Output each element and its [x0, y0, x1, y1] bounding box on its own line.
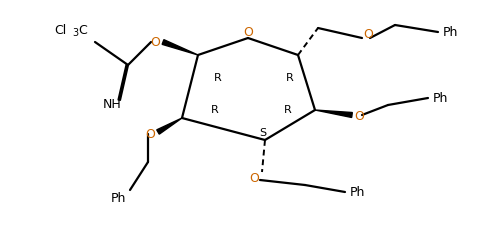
- Text: O: O: [150, 36, 160, 49]
- Polygon shape: [157, 118, 182, 134]
- Text: O: O: [354, 110, 364, 124]
- Text: R: R: [211, 105, 219, 115]
- Text: C: C: [78, 24, 87, 36]
- Text: S: S: [259, 128, 266, 138]
- Polygon shape: [162, 40, 198, 55]
- Text: O: O: [363, 27, 373, 40]
- Text: Ph: Ph: [110, 191, 126, 204]
- Text: O: O: [145, 128, 155, 140]
- Text: O: O: [243, 25, 253, 39]
- Text: NH: NH: [102, 98, 121, 112]
- Text: Ph: Ph: [349, 185, 365, 198]
- Polygon shape: [315, 110, 352, 118]
- Text: R: R: [284, 105, 292, 115]
- Text: 3: 3: [72, 28, 78, 38]
- Text: Ph: Ph: [432, 91, 448, 104]
- Text: O: O: [249, 171, 259, 185]
- Text: Ph: Ph: [442, 25, 458, 39]
- Text: R: R: [214, 73, 222, 83]
- Text: Cl: Cl: [54, 24, 66, 36]
- Text: R: R: [286, 73, 294, 83]
